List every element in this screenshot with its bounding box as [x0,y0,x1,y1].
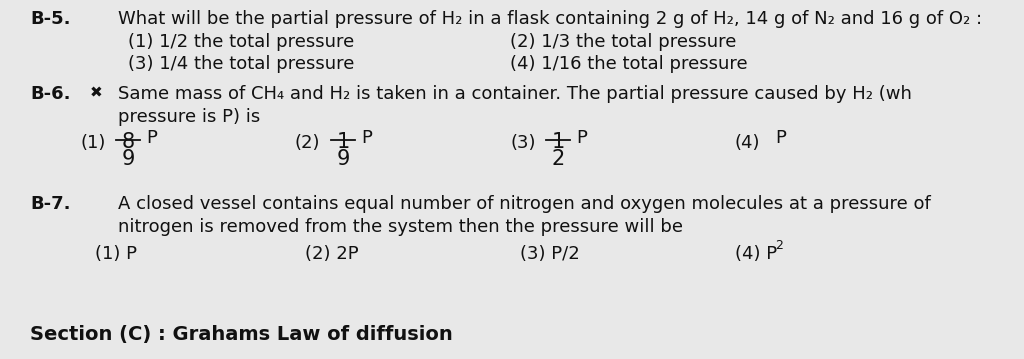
Text: 1: 1 [336,132,349,152]
Text: P: P [775,129,785,147]
Text: nitrogen is removed from the system then the pressure will be: nitrogen is removed from the system then… [118,218,683,236]
Text: (4) P: (4) P [735,245,777,263]
Text: Section (C) : Grahams Law of diffusion: Section (C) : Grahams Law of diffusion [30,325,453,344]
Text: ✖: ✖ [90,85,102,100]
Text: (2) 2P: (2) 2P [305,245,358,263]
Text: A closed vessel contains equal number of nitrogen and oxygen molecules at a pres: A closed vessel contains equal number of… [118,195,931,213]
Text: 8: 8 [122,132,134,152]
Text: 2: 2 [775,239,783,252]
Text: (1) 1/2 the total pressure: (1) 1/2 the total pressure [128,33,354,51]
Text: (2): (2) [295,134,321,152]
Text: (4): (4) [735,134,761,152]
Text: (2) 1/3 the total pressure: (2) 1/3 the total pressure [510,33,736,51]
Text: (4) 1/16 the total pressure: (4) 1/16 the total pressure [510,55,748,73]
Text: 1: 1 [551,132,564,152]
Text: P: P [575,129,587,147]
Text: pressure is P) is: pressure is P) is [118,108,260,126]
Text: (1) P: (1) P [95,245,137,263]
Text: (1): (1) [80,134,105,152]
Text: 9: 9 [121,149,135,169]
Text: (3) 1/4 the total pressure: (3) 1/4 the total pressure [128,55,354,73]
Text: B-7.: B-7. [30,195,71,213]
Text: (3) P/2: (3) P/2 [520,245,580,263]
Text: P: P [361,129,372,147]
Text: What will be the partial pressure of H₂ in a flask containing 2 g of H₂, 14 g of: What will be the partial pressure of H₂ … [118,10,982,28]
Text: B-6.: B-6. [30,85,71,103]
Text: P: P [146,129,157,147]
Text: 9: 9 [336,149,349,169]
Text: 2: 2 [551,149,564,169]
Text: Same mass of CH₄ and H₂ is taken in a container. The partial pressure caused by : Same mass of CH₄ and H₂ is taken in a co… [118,85,912,103]
Text: (3): (3) [510,134,536,152]
Text: B-5.: B-5. [30,10,71,28]
